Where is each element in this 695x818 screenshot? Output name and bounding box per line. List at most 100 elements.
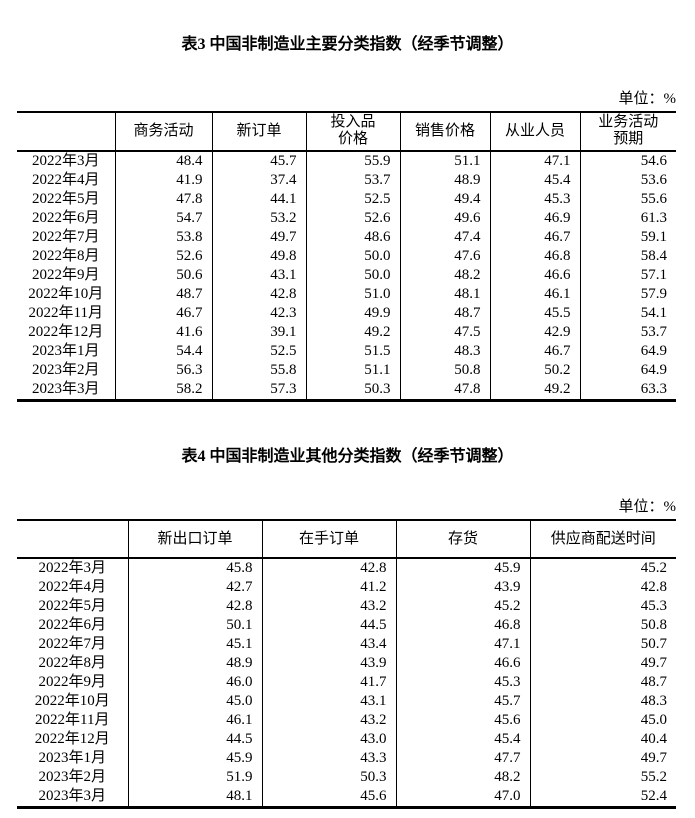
- value-cell: 57.1: [579, 266, 676, 285]
- value-cell: 48.1: [399, 285, 490, 304]
- value-cell: 52.5: [305, 190, 400, 209]
- value-cell: 44.5: [261, 616, 396, 635]
- value-cell: 50.6: [114, 266, 212, 285]
- column-header-employment: 从业人员: [489, 112, 580, 152]
- value-cell: 57.9: [579, 285, 676, 304]
- value-cell: 45.4: [395, 730, 530, 749]
- table-row: 2022年4月 42.7 41.2 43.9 42.8: [17, 578, 676, 597]
- value-cell: 50.3: [261, 768, 396, 787]
- table-row: 2022年9月 46.0 41.7 45.3 48.7: [17, 673, 676, 692]
- value-cell: 55.2: [529, 768, 676, 787]
- value-cell: 42.8: [261, 558, 396, 578]
- value-cell: 58.2: [114, 380, 212, 401]
- row-label-month: 2022年11月: [35, 712, 110, 728]
- row-label-month: 2022年7月: [31, 229, 100, 245]
- value-cell: 41.2: [261, 578, 396, 597]
- value-cell: 48.6: [305, 228, 400, 247]
- value-cell: 45.9: [395, 558, 530, 578]
- row-label-month: 2022年3月: [38, 560, 106, 576]
- value-cell: 47.8: [114, 190, 212, 209]
- value-cell: 53.7: [305, 171, 400, 190]
- value-cell: 52.4: [529, 787, 676, 808]
- table4-title: 表4 中国非制造业其他分类指数（经季节调整）: [181, 448, 514, 465]
- value-cell: 51.1: [305, 361, 400, 380]
- value-cell: 46.1: [127, 711, 262, 730]
- value-cell: 45.0: [127, 692, 262, 711]
- row-label-month: 2023年3月: [38, 788, 106, 804]
- value-cell: 47.0: [395, 787, 530, 808]
- column-header-orders-on-hand: 在手订单: [261, 520, 396, 559]
- table3-main-indices: 商务活动 新订单 投入品 价格 销售价格 从业人员 业务活动 预期 2022年3…: [17, 111, 676, 402]
- table4-header-row: 新出口订单 在手订单 存货 供应商配送时间: [17, 520, 676, 559]
- value-cell: 64.9: [579, 361, 676, 380]
- row-label-month: 2022年6月: [38, 617, 106, 633]
- value-cell: 47.7: [395, 749, 530, 768]
- column-header-business-activity: 商务活动: [114, 112, 212, 152]
- value-cell: 54.1: [579, 304, 676, 323]
- value-cell: 49.6: [399, 209, 490, 228]
- value-cell: 46.7: [489, 342, 580, 361]
- value-cell: 51.0: [305, 285, 400, 304]
- value-cell: 49.9: [305, 304, 400, 323]
- column-header-new-orders: 新订单: [211, 112, 306, 152]
- table-row: 2022年9月 50.6 43.1 50.0 48.2 46.6 57.1: [17, 266, 676, 285]
- row-label-month: 2023年2月: [31, 362, 100, 378]
- value-cell: 59.1: [579, 228, 676, 247]
- value-cell: 42.9: [489, 323, 580, 342]
- value-cell: 49.2: [305, 323, 400, 342]
- column-header-new-export-orders: 新出口订单: [127, 520, 262, 559]
- value-cell: 52.6: [114, 247, 212, 266]
- value-cell: 52.5: [211, 342, 306, 361]
- value-cell: 48.3: [399, 342, 490, 361]
- value-cell: 37.4: [211, 171, 306, 190]
- table4-unit-label: 单位：%: [618, 499, 677, 515]
- table-row: 2022年7月 53.8 49.7 48.6 47.4 46.7 59.1: [17, 228, 676, 247]
- value-cell: 46.6: [489, 266, 580, 285]
- value-cell: 54.6: [579, 151, 676, 171]
- value-cell: 46.7: [489, 228, 580, 247]
- value-cell: 43.2: [261, 711, 396, 730]
- table-row: 2023年1月 54.4 52.5 51.5 48.3 46.7 64.9: [17, 342, 676, 361]
- value-cell: 40.4: [529, 730, 676, 749]
- value-cell: 45.3: [529, 597, 676, 616]
- value-cell: 57.3: [211, 380, 306, 401]
- table-row: 2022年7月 45.1 43.4 47.1 50.7: [17, 635, 676, 654]
- value-cell: 42.7: [127, 578, 262, 597]
- value-cell: 47.4: [399, 228, 490, 247]
- value-cell: 46.9: [489, 209, 580, 228]
- value-cell: 41.7: [261, 673, 396, 692]
- value-cell: 63.3: [579, 380, 676, 401]
- row-label-month: 2023年3月: [31, 381, 100, 397]
- value-cell: 48.7: [114, 285, 212, 304]
- value-cell: 56.3: [114, 361, 212, 380]
- value-cell: 47.8: [399, 380, 490, 401]
- value-cell: 55.6: [579, 190, 676, 209]
- value-cell: 54.4: [114, 342, 212, 361]
- value-cell: 45.0: [529, 711, 676, 730]
- value-cell: 58.4: [579, 247, 676, 266]
- value-cell: 61.3: [579, 209, 676, 228]
- table-row: 2022年12月 41.6 39.1 49.2 47.5 42.9 53.7: [17, 323, 676, 342]
- value-cell: 45.6: [395, 711, 530, 730]
- row-label-month: 2022年4月: [38, 579, 106, 595]
- value-cell: 43.9: [261, 654, 396, 673]
- table-row: 2023年3月 58.2 57.3 50.3 47.8 49.2 63.3: [17, 380, 676, 401]
- table4-header: 新出口订单 在手订单 存货 供应商配送时间: [17, 520, 676, 559]
- table-row: 2023年2月 56.3 55.8 51.1 50.8 50.2 64.9: [17, 361, 676, 380]
- table-row: 2022年5月 47.8 44.1 52.5 49.4 45.3 55.6: [17, 190, 676, 209]
- table-row: 2022年11月 46.7 42.3 49.9 48.7 45.5 54.1: [17, 304, 676, 323]
- value-cell: 42.8: [127, 597, 262, 616]
- value-cell: 50.2: [489, 361, 580, 380]
- table-row: 2022年11月 46.1 43.2 45.6 45.0: [17, 711, 676, 730]
- value-cell: 43.1: [211, 266, 306, 285]
- table4-other-indices: 新出口订单 在手订单 存货 供应商配送时间 2022年3月 45.8 42.8 45.…: [17, 519, 676, 809]
- value-cell: 48.2: [395, 768, 530, 787]
- table-row: 2023年3月 48.1 45.6 47.0 52.4: [17, 787, 676, 808]
- value-cell: 64.9: [579, 342, 676, 361]
- value-cell: 46.0: [127, 673, 262, 692]
- value-cell: 48.1: [127, 787, 262, 808]
- row-label-month: 2023年1月: [31, 343, 100, 359]
- value-cell: 55.8: [211, 361, 306, 380]
- table-row: 2022年3月 48.4 45.7 55.9 51.1 47.1 54.6: [17, 151, 676, 171]
- value-cell: 53.8: [114, 228, 212, 247]
